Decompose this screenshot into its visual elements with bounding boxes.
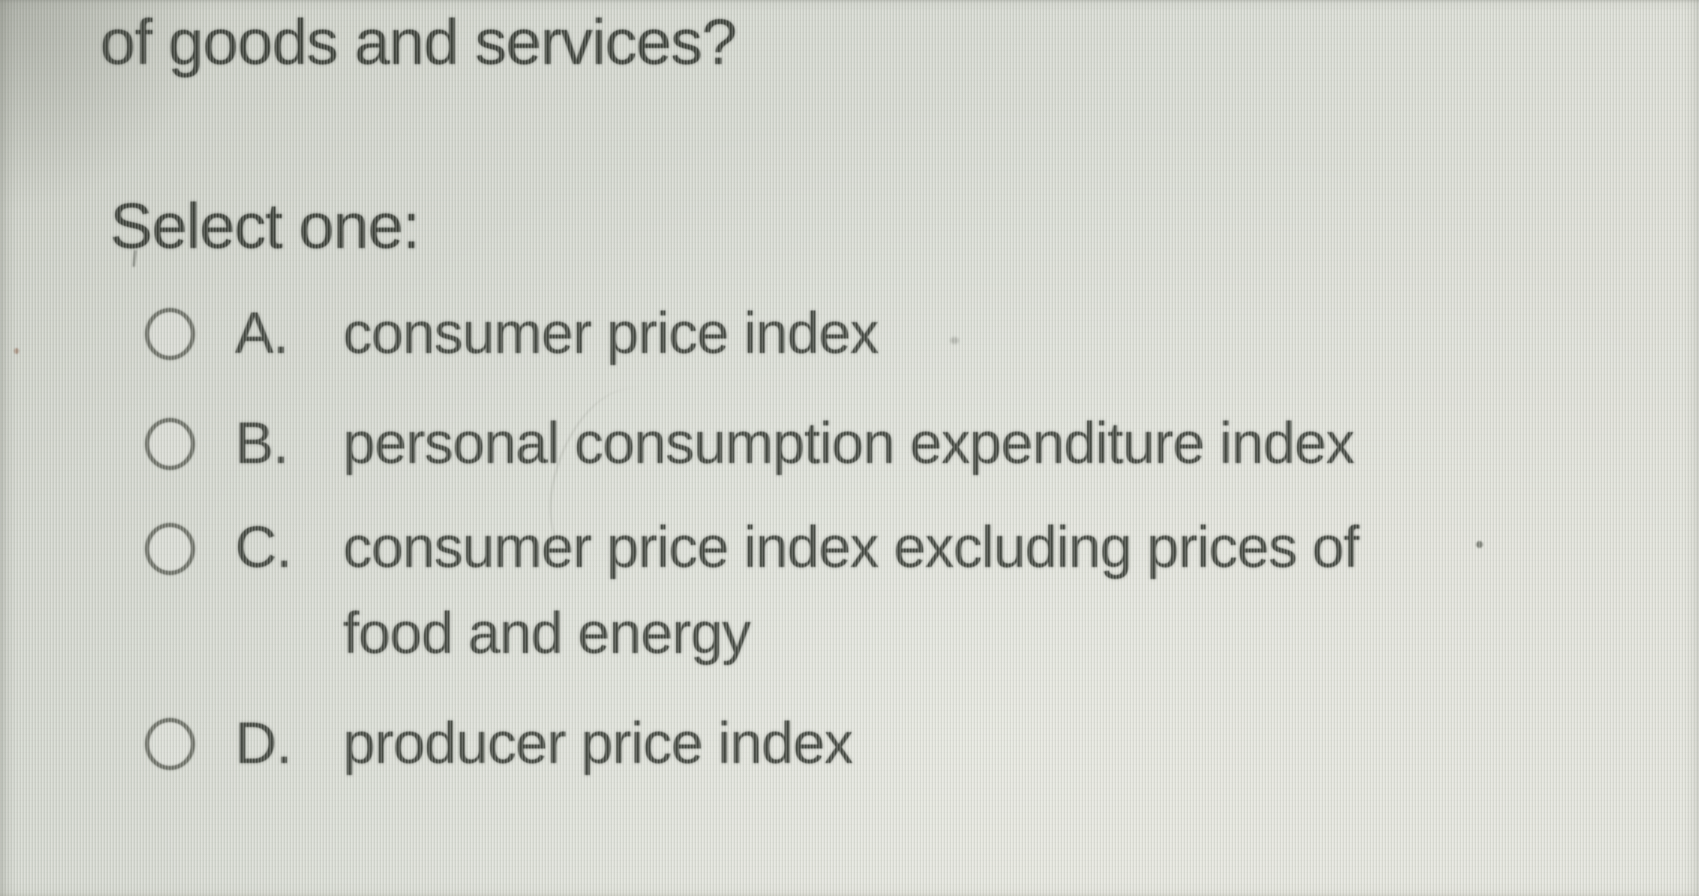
photo-artifact-speck	[14, 348, 19, 354]
select-one-label: Select one:	[110, 190, 420, 262]
option-label-a[interactable]: consumer price index	[343, 301, 879, 366]
option-label-d[interactable]: producer price index	[343, 711, 853, 776]
option-label-b[interactable]: personal consumption expenditure index	[343, 411, 1355, 476]
option-row-a[interactable]: A. consumer price index	[145, 301, 879, 366]
photo-artifact-dust	[950, 337, 959, 344]
option-row-b[interactable]: B. personal consumption expenditure inde…	[145, 411, 1355, 476]
radio-button-b[interactable]	[145, 418, 195, 470]
option-letter-d: D.	[235, 711, 292, 776]
option-letter-a: A.	[235, 301, 289, 366]
option-label-c[interactable]: consumer price index excluding prices of…	[343, 515, 1360, 666]
radio-button-d[interactable]	[145, 718, 195, 770]
option-row-c[interactable]: C. consumer price index excluding prices…	[145, 505, 1443, 677]
photo-artifact-dot	[1476, 541, 1483, 548]
option-letter-c: C.	[235, 515, 292, 580]
radio-button-c[interactable]	[145, 523, 195, 575]
question-text: of goods and services?	[100, 6, 737, 78]
radio-button-a[interactable]	[145, 308, 195, 360]
option-letter-b: B.	[235, 411, 289, 476]
option-row-d[interactable]: D. producer price index	[145, 713, 853, 775]
